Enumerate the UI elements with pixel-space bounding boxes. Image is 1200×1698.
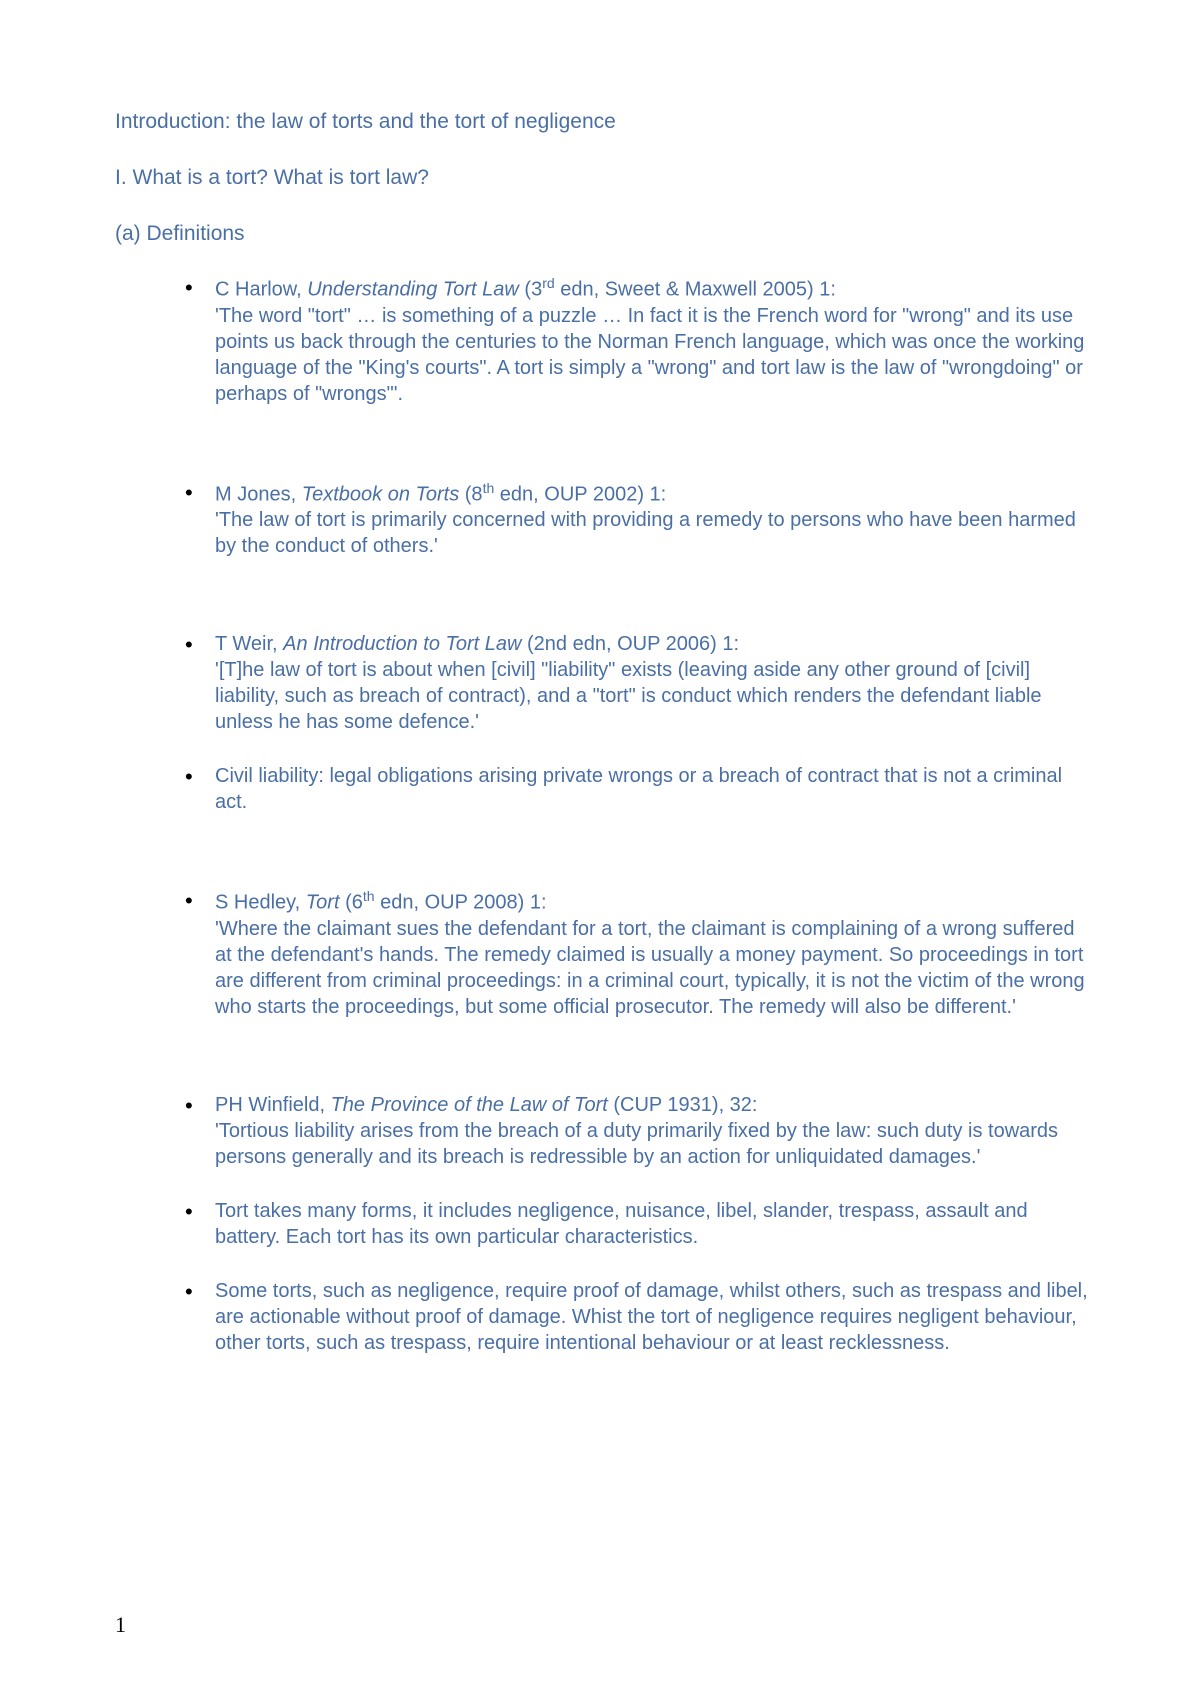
item-edition-prefix: (8	[459, 483, 482, 505]
list-item: T Weir, An Introduction to Tort Law (2nd…	[185, 631, 1090, 735]
item-body: 'The word "tort" … is something of a puz…	[215, 305, 1084, 405]
item-body: 'Where the claimant sues the defendant f…	[215, 918, 1085, 1018]
item-author: S Hedley,	[215, 892, 306, 914]
item-title: An Introduction to Tort Law	[283, 633, 521, 655]
list-item: PH Winfield, The Province of the Law of …	[185, 1092, 1090, 1170]
item-edition-sup: rd	[542, 275, 554, 291]
item-edition-prefix: (CUP 1931), 32:	[608, 1094, 758, 1116]
item-edition-prefix: (6	[340, 892, 363, 914]
item-text: Some torts, such as negligence, require …	[215, 1280, 1088, 1354]
page-number: 1	[115, 1612, 126, 1638]
item-body: '[T]he law of tort is about when [civil]…	[215, 659, 1042, 733]
item-edition-sup: th	[363, 888, 375, 904]
item-citation-rest: edn, OUP 2008) 1:	[375, 892, 547, 914]
item-edition-prefix: (3	[519, 279, 542, 301]
item-author: T Weir,	[215, 633, 283, 655]
list-item: S Hedley, Tort (6th edn, OUP 2008) 1: 'Wh…	[185, 887, 1090, 1020]
item-edition-prefix: (2nd edn, OUP 2006) 1:	[521, 633, 739, 655]
item-author: M Jones,	[215, 483, 302, 505]
item-title: The Province of the Law of Tort	[331, 1094, 608, 1116]
item-author: C Harlow,	[215, 279, 307, 301]
item-citation-rest: edn, OUP 2002) 1:	[494, 483, 666, 505]
item-title: Understanding Tort Law	[307, 279, 519, 301]
list-item: Some torts, such as negligence, require …	[185, 1278, 1090, 1356]
item-edition-sup: th	[483, 480, 495, 496]
section-heading: I. What is a tort? What is tort law?	[115, 166, 1090, 190]
list-item: M Jones, Textbook on Torts (8th edn, OUP…	[185, 479, 1090, 560]
item-text: Tort takes many forms, it includes negli…	[215, 1200, 1028, 1248]
item-citation-rest: edn, Sweet & Maxwell 2005) 1:	[555, 279, 836, 301]
document-title: Introduction: the law of torts and the t…	[115, 110, 1090, 134]
list-item: C Harlow, Understanding Tort Law (3rd ed…	[185, 274, 1090, 407]
item-text: Civil liability: legal obligations arisi…	[215, 765, 1062, 813]
list-item: Tort takes many forms, it includes negli…	[185, 1198, 1090, 1250]
item-author: PH Winfield,	[215, 1094, 331, 1116]
subsection-heading: (a) Definitions	[115, 222, 1090, 246]
item-body: 'Tortious liability arises from the brea…	[215, 1120, 1058, 1168]
item-title: Tort	[306, 892, 340, 914]
definitions-list: C Harlow, Understanding Tort Law (3rd ed…	[115, 274, 1090, 1356]
list-item: Civil liability: legal obligations arisi…	[185, 763, 1090, 815]
item-body: 'The law of tort is primarily concerned …	[215, 509, 1076, 557]
item-title: Textbook on Torts	[302, 483, 460, 505]
